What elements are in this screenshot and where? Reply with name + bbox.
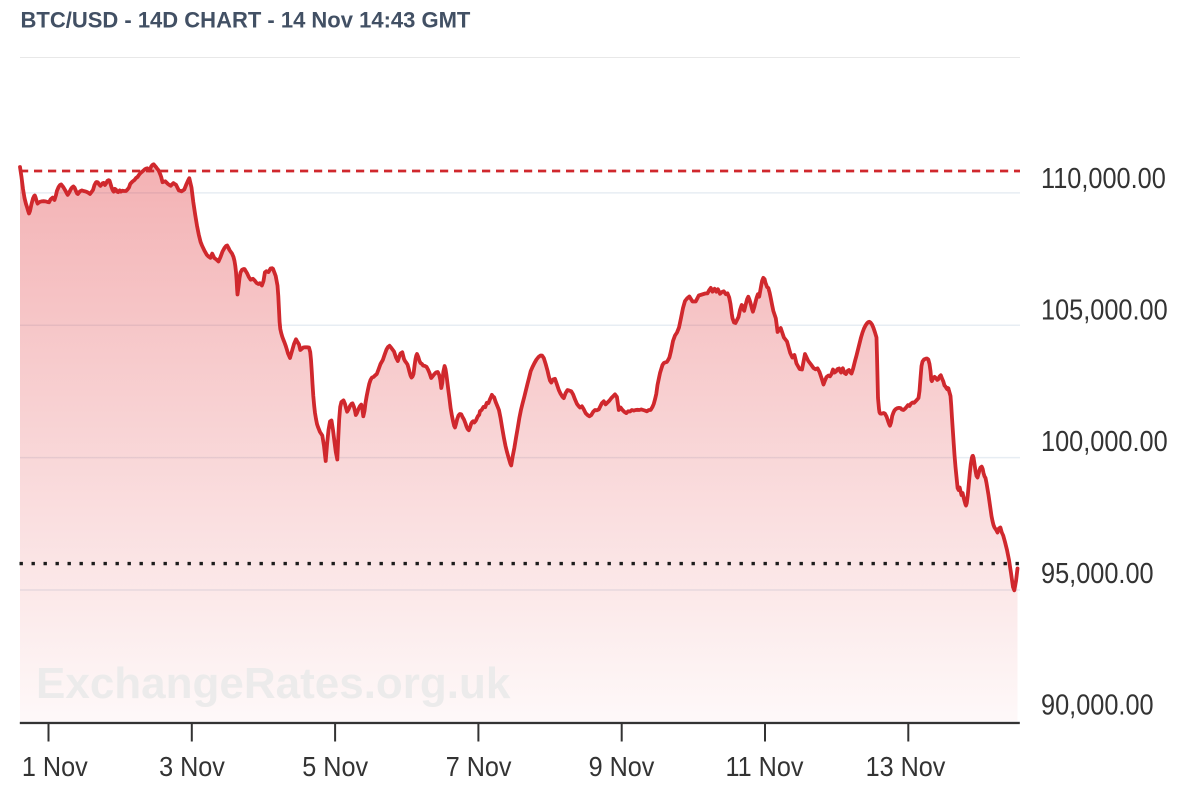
svg-text:ExchangeRates.org.uk: ExchangeRates.org.uk: [36, 659, 511, 708]
svg-text:9 Nov: 9 Nov: [589, 751, 655, 783]
svg-text:100,000.00: 100,000.00: [1041, 425, 1168, 458]
svg-text:105,000.00: 105,000.00: [1041, 293, 1168, 326]
svg-text:13 Nov: 13 Nov: [866, 751, 946, 783]
svg-text:7 Nov: 7 Nov: [446, 751, 512, 783]
svg-text:90,000.00: 90,000.00: [1041, 688, 1154, 721]
svg-text:3 Nov: 3 Nov: [159, 751, 225, 783]
svg-text:5 Nov: 5 Nov: [302, 751, 368, 783]
svg-text:110,000.00: 110,000.00: [1041, 161, 1166, 194]
svg-text:11 Nov: 11 Nov: [726, 751, 805, 783]
svg-text:1 Nov: 1 Nov: [22, 751, 88, 783]
svg-text:BTC/USD - 14D CHART - 14 Nov 1: BTC/USD - 14D CHART - 14 Nov 14:43 GMT: [21, 8, 471, 33]
svg-text:95,000.00: 95,000.00: [1041, 556, 1154, 589]
